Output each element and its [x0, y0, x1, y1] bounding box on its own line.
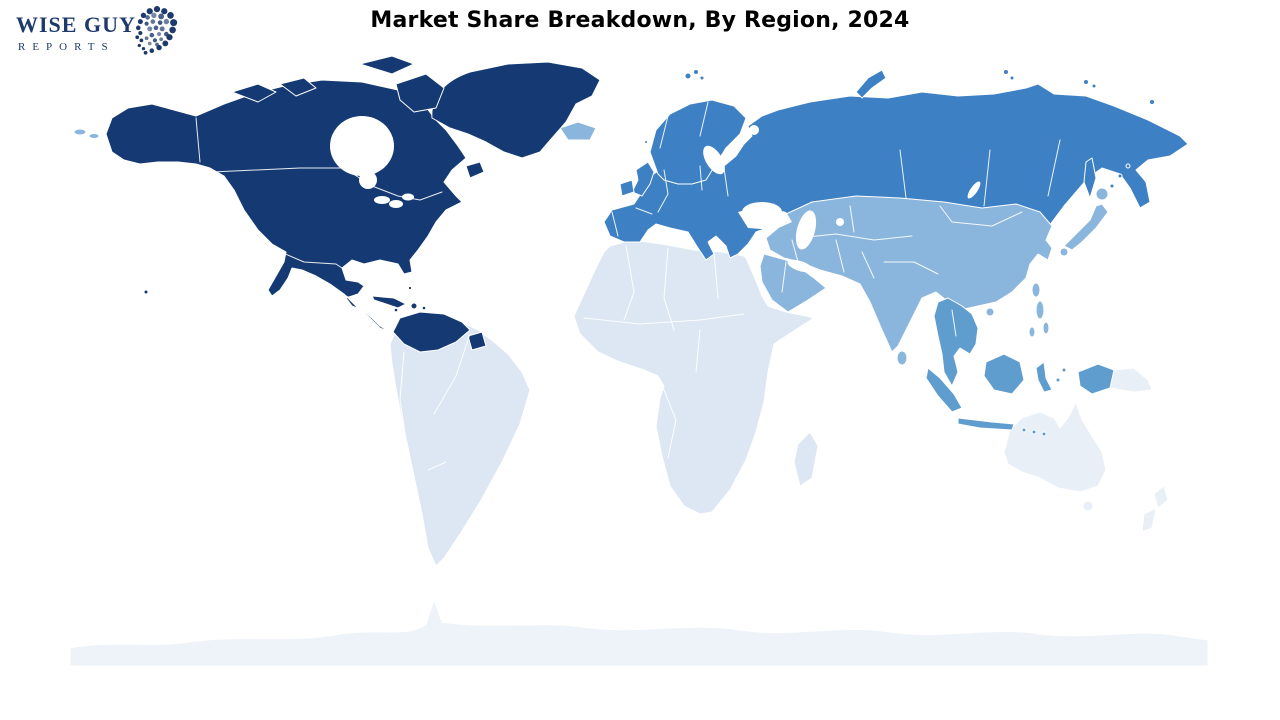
ellesmere-island — [359, 55, 415, 75]
aleutian-islands — [73, 128, 100, 139]
head-profile-dots-icon — [135, 6, 178, 55]
madagascar — [793, 431, 819, 487]
sulawesi — [1035, 361, 1053, 393]
caspian-sea — [795, 210, 817, 250]
region-southeast-asia — [925, 297, 1115, 437]
eurasia-water-bodies — [703, 125, 981, 273]
philippines — [1028, 300, 1050, 338]
africa — [573, 239, 815, 515]
new-zealand-south — [1141, 507, 1157, 533]
ireland — [619, 179, 635, 197]
turkey-uncolored — [738, 206, 792, 230]
aral-sea — [836, 218, 844, 226]
south-america — [389, 311, 531, 567]
caribbean-and-pacific-dots — [143, 285, 427, 313]
australia — [1003, 401, 1107, 493]
indonesia-island-dots — [1021, 367, 1067, 437]
new-guinea-west — [1077, 363, 1115, 395]
novaya-zemlya — [855, 69, 887, 99]
hudson-bay — [330, 116, 394, 176]
country-borders — [195, 101, 1061, 505]
region-oceania — [1003, 367, 1169, 533]
banks-island — [279, 77, 317, 97]
persian-gulf — [787, 259, 813, 273]
indochina-malay-peninsula — [933, 297, 979, 387]
colombia-venezuela — [392, 311, 471, 353]
great-lake-2 — [389, 200, 403, 208]
white-sea — [749, 125, 759, 135]
bahamas — [407, 285, 413, 291]
region-north-america — [105, 55, 601, 353]
cuba — [371, 295, 407, 309]
japan-kyushu — [1059, 247, 1069, 257]
james-bay — [359, 171, 377, 189]
sakhalin — [1083, 157, 1097, 199]
new-zealand-north — [1153, 485, 1169, 509]
newfoundland — [465, 161, 485, 179]
jamaica — [393, 307, 399, 313]
scandinavia — [649, 99, 747, 185]
border-lines — [195, 101, 1061, 505]
wise-guy-reports-logo: WISE GUY REPORTS — [16, 6, 206, 68]
region-south-america-africa — [389, 239, 819, 567]
great-lake-1 — [374, 196, 390, 204]
borneo — [983, 353, 1025, 395]
japan-honshu — [1063, 203, 1109, 251]
victoria-island — [231, 83, 277, 103]
java — [957, 417, 1015, 431]
tasmania — [1082, 500, 1094, 512]
region-asia-middle-east — [73, 121, 1109, 366]
french-guiana — [467, 331, 487, 351]
arctic-island-dots — [644, 69, 1155, 189]
great-britain — [631, 161, 655, 197]
chart-title: Market Share Breakdown, By Region, 2024 — [370, 8, 910, 33]
iceland — [559, 121, 597, 141]
antarctica — [69, 599, 1209, 667]
sri-lanka — [896, 350, 908, 366]
north-america-mainland — [105, 79, 467, 333]
baltic-sea — [703, 145, 725, 175]
sumatra — [925, 367, 963, 413]
japan-hokkaido — [1095, 187, 1109, 201]
region-antarctica — [69, 599, 1209, 667]
baffin-island — [395, 73, 445, 113]
logo-wordmark: WISE GUY — [16, 12, 136, 37]
greenland — [431, 61, 601, 159]
north-america-water-bodies — [330, 116, 414, 208]
hawaii — [143, 289, 149, 295]
new-guinea-east — [1109, 367, 1153, 393]
hainan — [985, 307, 995, 317]
puerto-rico — [421, 305, 427, 311]
hispaniola — [410, 302, 418, 310]
taiwan — [1031, 282, 1041, 298]
lake-baikal — [967, 181, 981, 199]
logo-subtext: REPORTS — [18, 41, 115, 53]
asia-mainland — [765, 195, 1053, 353]
